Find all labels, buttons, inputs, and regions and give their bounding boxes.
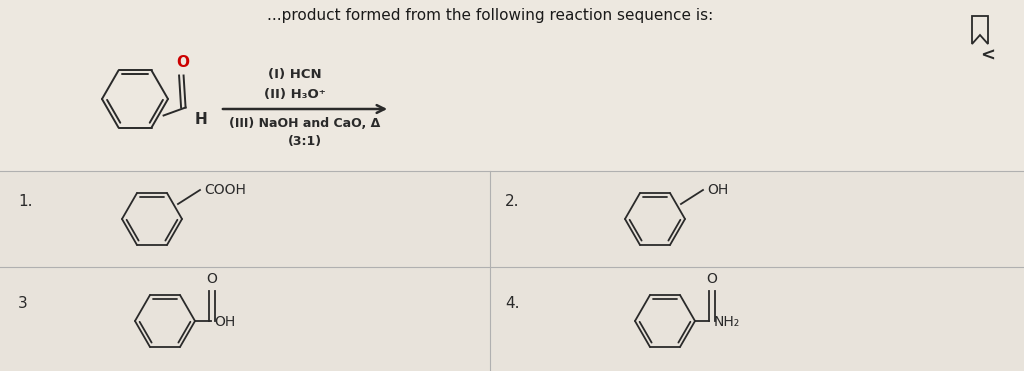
Text: <: < [981, 47, 995, 65]
FancyBboxPatch shape [0, 171, 1024, 371]
Text: H: H [195, 112, 207, 128]
Text: 1.: 1. [18, 194, 33, 209]
Text: OH: OH [707, 183, 728, 197]
Text: (II) H₃O⁺: (II) H₃O⁺ [264, 88, 326, 101]
Text: 4.: 4. [505, 295, 519, 311]
Text: O: O [176, 55, 189, 69]
Text: 2.: 2. [505, 194, 519, 209]
Text: (I) HCN: (I) HCN [268, 68, 322, 81]
Text: 3: 3 [18, 295, 28, 311]
FancyBboxPatch shape [0, 0, 1024, 171]
Text: (III) NaOH and CaO, Δ: (III) NaOH and CaO, Δ [229, 117, 381, 130]
Text: O: O [207, 272, 217, 286]
Text: ...product formed from the following reaction sequence is:: ...product formed from the following rea… [267, 8, 713, 23]
Text: NH₂: NH₂ [714, 315, 740, 329]
Text: (3:1): (3:1) [288, 135, 323, 148]
Text: O: O [707, 272, 718, 286]
Text: OH: OH [214, 315, 236, 329]
Text: COOH: COOH [204, 183, 246, 197]
